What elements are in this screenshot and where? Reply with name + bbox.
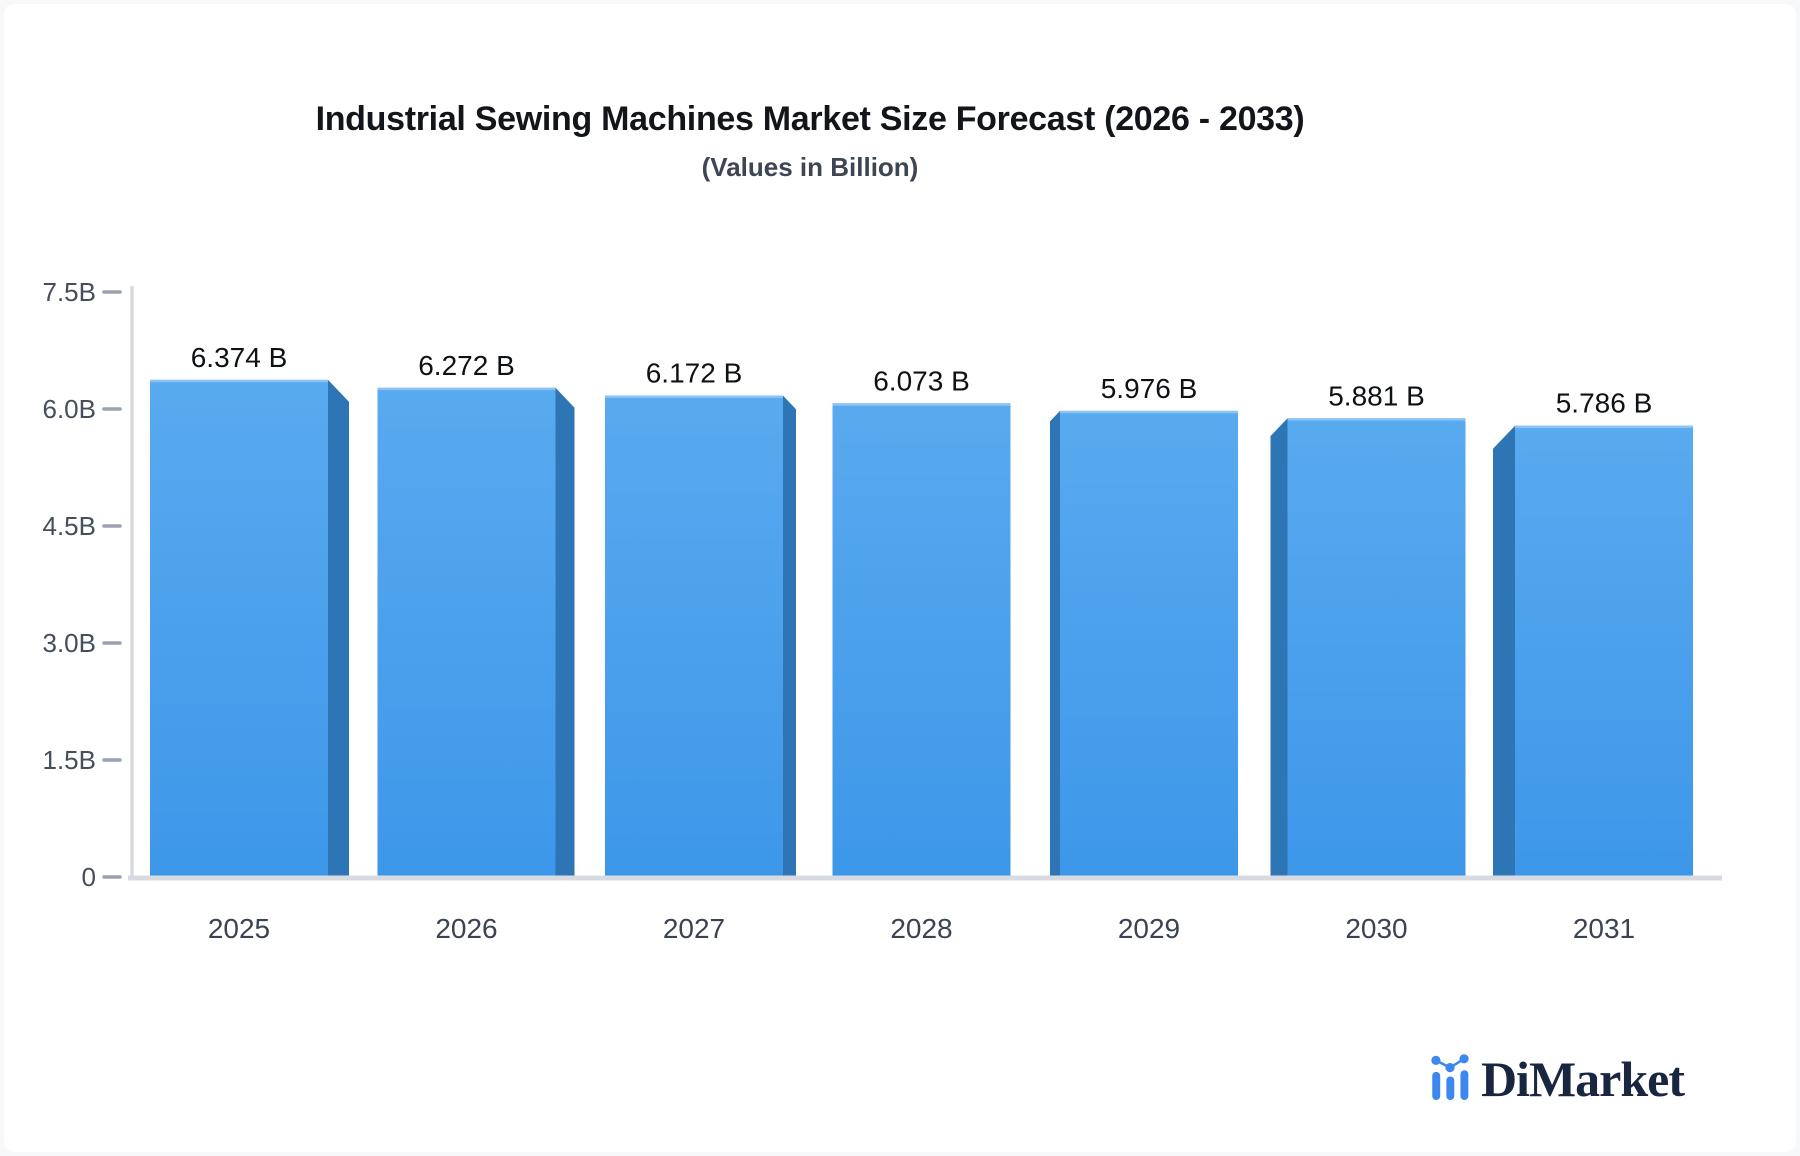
bar-2031: 5.786 B 2031: [1493, 388, 1693, 944]
bar-side-face: [783, 395, 796, 877]
bar-value-label: 5.881 B: [1328, 380, 1425, 411]
y-tick-label: 4.5B: [43, 511, 97, 541]
y-tick-label: 7.5B: [43, 277, 97, 307]
bar-side-face: [555, 387, 575, 877]
bar-front-face: [150, 379, 328, 877]
x-axis-label: 2031: [1573, 913, 1635, 944]
dimarket-logo[interactable]: DiMarket: [1431, 1051, 1685, 1107]
chart-subtitle: (Values in Billion): [701, 152, 919, 182]
chart-card: Industrial Sewing Machines Market Size F…: [4, 4, 1796, 1152]
logo-dot: [1431, 1055, 1441, 1065]
x-axis-label: 2028: [890, 913, 952, 944]
bar-2029: 5.976 B 2029: [1050, 373, 1238, 944]
bar-2025: 6.374 B 2025: [150, 342, 349, 944]
dimarket-logo-text: DiMarket: [1480, 1051, 1685, 1107]
bar-side-face: [1270, 418, 1288, 877]
x-axis-label: 2026: [435, 913, 497, 944]
x-axis-label: 2027: [663, 913, 725, 944]
y-tick-label: 1.5B: [43, 745, 97, 775]
bar-chart-canvas: 7.5B 6.0B 4.5B 3.0B 1.5B 0 6.374 B 2025 6.272 B 2…: [43, 277, 1722, 944]
bar-front-face: [832, 403, 1011, 877]
y-tick-label: 6.0B: [43, 394, 97, 424]
bar-2027: 6.172 B 2027: [605, 358, 796, 944]
bar-front-face: [377, 387, 556, 877]
bar-side-face: [1050, 410, 1060, 877]
y-tick-label: 3.0B: [43, 628, 97, 658]
bar-front-face: [1515, 425, 1693, 877]
bar-front-face: [1287, 418, 1466, 877]
bar-2030: 5.881 B 2030: [1270, 380, 1466, 944]
logo-bar: [1460, 1070, 1469, 1100]
bar-value-label: 5.976 B: [1101, 373, 1198, 404]
y-tick-label: 0: [82, 862, 96, 892]
bar-value-label: 5.786 B: [1556, 388, 1653, 419]
bar-side-face: [1493, 425, 1515, 877]
bar-front-face: [605, 395, 783, 877]
bar-2028: 6.073 B 2028: [832, 365, 1011, 944]
logo-dot: [1459, 1054, 1469, 1064]
bar-value-label: 6.374 B: [191, 342, 288, 373]
bar-value-label: 6.272 B: [418, 350, 515, 381]
x-axis-label: 2025: [208, 913, 270, 944]
bar-front-face: [1060, 410, 1238, 877]
logo-bar: [1432, 1071, 1441, 1100]
chart-title: Industrial Sewing Machines Market Size F…: [315, 100, 1305, 138]
bar-side-face: [328, 379, 349, 877]
logo-dot: [1445, 1063, 1455, 1073]
logo-bar: [1446, 1076, 1455, 1100]
x-axis-label: 2029: [1118, 913, 1180, 944]
bar-2026: 6.272 B 2026: [377, 350, 575, 944]
bar-value-label: 6.073 B: [873, 365, 970, 396]
mini-bar-line-chart-icon: [1431, 1054, 1469, 1100]
x-axis-label: 2030: [1345, 913, 1407, 944]
bar-value-label: 6.172 B: [646, 358, 743, 389]
